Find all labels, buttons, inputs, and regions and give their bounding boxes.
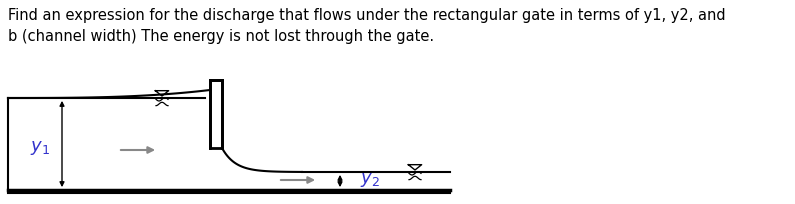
- Text: $y_2$: $y_2$: [360, 171, 380, 189]
- Text: $y_1$: $y_1$: [30, 139, 50, 157]
- Text: Find an expression for the discharge that flows under the rectangular gate in te: Find an expression for the discharge tha…: [8, 8, 726, 44]
- Bar: [210, 80, 222, 148]
